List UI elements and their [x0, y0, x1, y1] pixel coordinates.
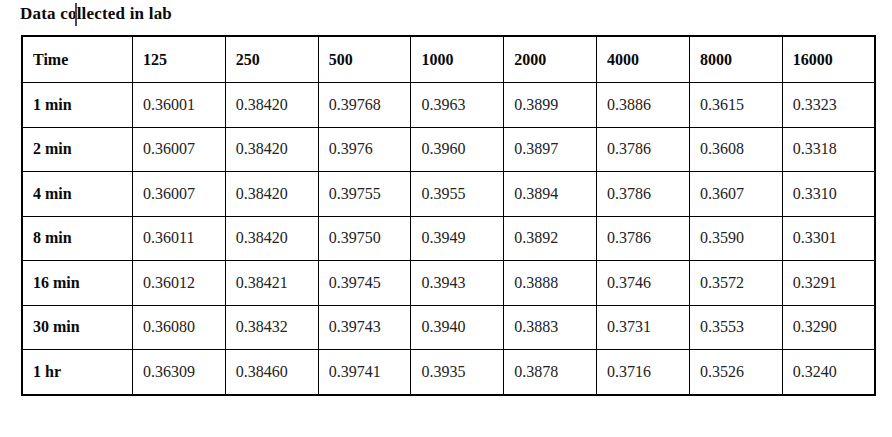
table-cell[interactable]: 0.3318 [782, 127, 875, 172]
table-cell[interactable]: 0.39768 [318, 83, 411, 128]
row-header[interactable]: 4 min [22, 172, 133, 217]
column-header[interactable]: 1000 [411, 36, 504, 83]
table-cell[interactable]: 0.3290 [782, 305, 875, 350]
table-row: 1 hr0.363090.384600.397410.39350.38780.3… [22, 350, 875, 395]
table-cell[interactable]: 0.39745 [318, 261, 411, 306]
data-table: Time125250500100020004000800016000 1 min… [21, 35, 876, 396]
table-header: Time125250500100020004000800016000 [22, 36, 875, 83]
table-row: 2 min0.360070.384200.39760.39600.38970.3… [22, 127, 875, 172]
row-header[interactable]: 1 hr [22, 350, 133, 395]
table-cell[interactable]: 0.3897 [504, 127, 597, 172]
column-header[interactable]: 125 [133, 36, 226, 83]
table-cell[interactable]: 0.3608 [689, 127, 782, 172]
column-header[interactable]: 4000 [597, 36, 690, 83]
row-header[interactable]: 2 min [22, 127, 133, 172]
table-cell[interactable]: 0.3878 [504, 350, 597, 395]
document-title[interactable]: Data collected in lab [20, 4, 172, 24]
table-cell[interactable]: 0.3607 [689, 172, 782, 217]
column-header[interactable]: 8000 [689, 36, 782, 83]
table-cell[interactable]: 0.3731 [597, 305, 690, 350]
table-cell[interactable]: 0.38432 [225, 305, 318, 350]
table-cell[interactable]: 0.36001 [133, 83, 226, 128]
column-header[interactable]: 250 [225, 36, 318, 83]
table-cell[interactable]: 0.39741 [318, 350, 411, 395]
table-cell[interactable]: 0.3590 [689, 216, 782, 261]
table-cell[interactable]: 0.3716 [597, 350, 690, 395]
table-row: 4 min0.360070.384200.397550.39550.38940.… [22, 172, 875, 217]
table-cell[interactable]: 0.3892 [504, 216, 597, 261]
table-cell[interactable]: 0.3960 [411, 127, 504, 172]
table-cell[interactable]: 0.3899 [504, 83, 597, 128]
table-cell[interactable]: 0.36007 [133, 172, 226, 217]
table-cell[interactable]: 0.3935 [411, 350, 504, 395]
table-cell[interactable]: 0.3955 [411, 172, 504, 217]
table-cell[interactable]: 0.3310 [782, 172, 875, 217]
table-cell[interactable]: 0.36080 [133, 305, 226, 350]
header-row: Time125250500100020004000800016000 [22, 36, 875, 83]
table-cell[interactable]: 0.38420 [225, 83, 318, 128]
row-header[interactable]: 8 min [22, 216, 133, 261]
table-cell[interactable]: 0.3976 [318, 127, 411, 172]
table-row: 30 min0.360800.384320.397430.39400.38830… [22, 305, 875, 350]
row-header[interactable]: 16 min [22, 261, 133, 306]
table-cell[interactable]: 0.3526 [689, 350, 782, 395]
table-cell[interactable]: 0.3323 [782, 83, 875, 128]
table-cell[interactable]: 0.36011 [133, 216, 226, 261]
table-cell[interactable]: 0.3301 [782, 216, 875, 261]
table-row: 16 min0.360120.384210.397450.39430.38880… [22, 261, 875, 306]
table-cell[interactable]: 0.3746 [597, 261, 690, 306]
table-cell[interactable]: 0.39743 [318, 305, 411, 350]
table-cell[interactable]: 0.36309 [133, 350, 226, 395]
table-row: 8 min0.360110.384200.397500.39490.38920.… [22, 216, 875, 261]
table-cell[interactable]: 0.3940 [411, 305, 504, 350]
table-cell[interactable]: 0.3894 [504, 172, 597, 217]
table-cell[interactable]: 0.3615 [689, 83, 782, 128]
table-row: 1 min0.360010.384200.397680.39630.38990.… [22, 83, 875, 128]
table-cell[interactable]: 0.3963 [411, 83, 504, 128]
table-cell[interactable]: 0.39755 [318, 172, 411, 217]
table-cell[interactable]: 0.3240 [782, 350, 875, 395]
table-cell[interactable]: 0.3786 [597, 216, 690, 261]
time-column-header[interactable]: Time [22, 36, 133, 83]
table-cell[interactable]: 0.3886 [597, 83, 690, 128]
table-cell[interactable]: 0.3943 [411, 261, 504, 306]
table-cell[interactable]: 0.3291 [782, 261, 875, 306]
table-cell[interactable]: 0.3883 [504, 305, 597, 350]
table-cell[interactable]: 0.36012 [133, 261, 226, 306]
table-cell[interactable]: 0.3949 [411, 216, 504, 261]
table-cell[interactable]: 0.38420 [225, 127, 318, 172]
table-cell[interactable]: 0.38420 [225, 216, 318, 261]
table-cell[interactable]: 0.38460 [225, 350, 318, 395]
table-cell[interactable]: 0.39750 [318, 216, 411, 261]
row-header[interactable]: 30 min [22, 305, 133, 350]
table-cell[interactable]: 0.3786 [597, 172, 690, 217]
table-cell[interactable]: 0.38420 [225, 172, 318, 217]
column-header[interactable]: 500 [318, 36, 411, 83]
table-cell[interactable]: 0.3572 [689, 261, 782, 306]
column-header[interactable]: 2000 [504, 36, 597, 83]
table-body: 1 min0.360010.384200.397680.39630.38990.… [22, 83, 875, 395]
table-cell[interactable]: 0.3786 [597, 127, 690, 172]
row-header[interactable]: 1 min [22, 83, 133, 128]
table-cell[interactable]: 0.36007 [133, 127, 226, 172]
table-cell[interactable]: 0.38421 [225, 261, 318, 306]
column-header[interactable]: 16000 [782, 36, 875, 83]
table-cell[interactable]: 0.3888 [504, 261, 597, 306]
text-cursor [75, 3, 77, 26]
table-cell[interactable]: 0.3553 [689, 305, 782, 350]
